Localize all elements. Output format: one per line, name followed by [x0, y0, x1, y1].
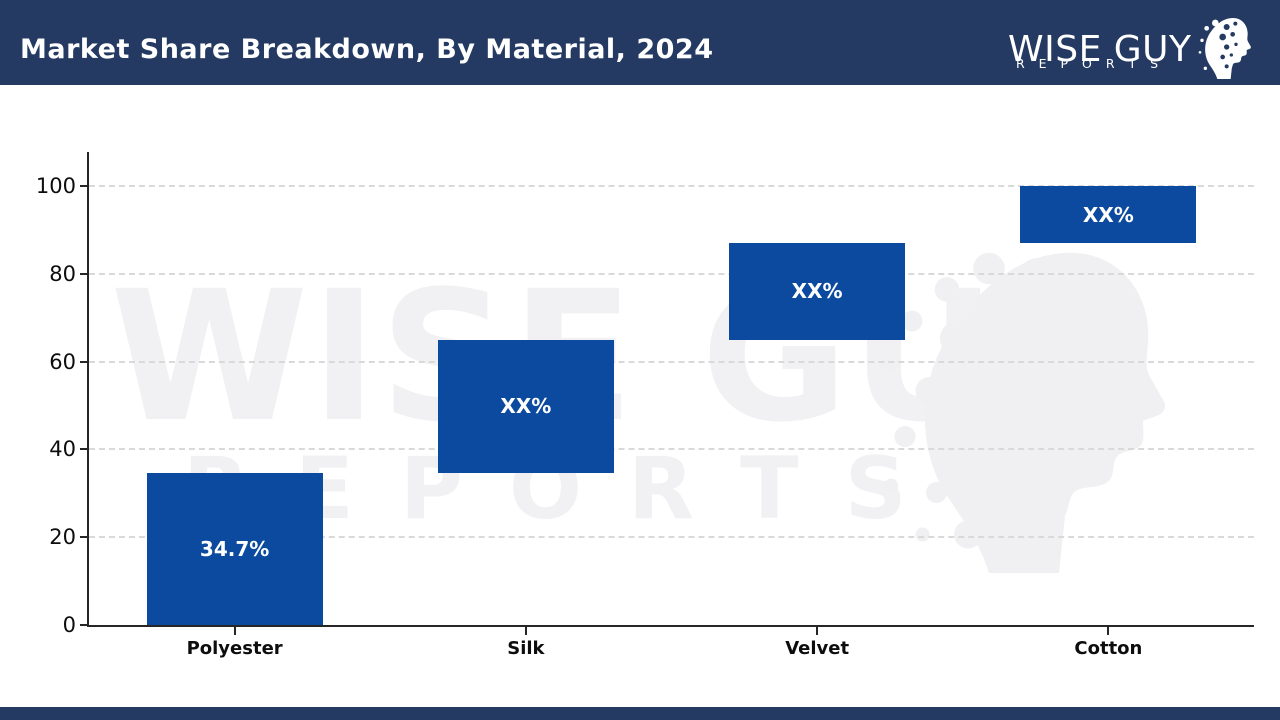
- footer-bar: [0, 707, 1280, 720]
- x-axis-line: [87, 625, 1254, 627]
- gridline-80: [89, 272, 1254, 275]
- wiseguy-logo: WISE GUY: [1008, 4, 1268, 84]
- category-label-cotton: Cotton: [1074, 638, 1143, 659]
- bar-value-label: XX%: [500, 394, 552, 419]
- header-bar: Market Share Breakdown, By Material, 202…: [0, 0, 1280, 85]
- y-tick-label-100: 100: [35, 174, 76, 198]
- x-tick-polyester: [233, 627, 236, 635]
- y-tick-60: [80, 360, 89, 363]
- y-tick-label-40: 40: [49, 437, 76, 462]
- logo-wordmark: WISE GUY: [1008, 29, 1192, 70]
- y-tick-100: [80, 185, 89, 187]
- gridline-40: [89, 448, 1254, 451]
- bar-polyester: 34.7%: [146, 472, 323, 625]
- chart-title: Market Share Breakdown, By Material, 202…: [20, 34, 714, 65]
- bar-silk: XX%: [437, 339, 614, 473]
- x-tick-cotton: [1107, 627, 1110, 635]
- logo-subtext: R E P O R T S: [1016, 56, 1164, 71]
- gridline-100: [89, 185, 1254, 187]
- bar-velvet: XX%: [729, 243, 906, 340]
- bar-cotton: XX%: [1020, 186, 1197, 244]
- bar-value-label: XX%: [791, 279, 843, 304]
- gridline-60: [89, 360, 1254, 363]
- y-tick-label-20: 20: [49, 525, 76, 550]
- category-label-velvet: Velvet: [785, 638, 850, 659]
- y-tick-20: [80, 536, 89, 539]
- y-tick-0: [80, 624, 89, 626]
- y-axis-line: [87, 152, 89, 627]
- y-tick-80: [80, 272, 89, 275]
- category-label-polyester: Polyester: [186, 638, 283, 659]
- x-tick-silk: [524, 627, 527, 635]
- y-tick-label-0: 0: [62, 613, 76, 637]
- watermark-head-icon: [878, 252, 1165, 573]
- x-tick-velvet: [816, 627, 819, 635]
- wiseguy-head-icon: [1198, 18, 1251, 79]
- y-tick-40: [80, 448, 89, 451]
- category-label-silk: Silk: [507, 638, 545, 659]
- y-tick-label-60: 60: [49, 349, 76, 374]
- bar-value-label: 34.7%: [199, 536, 270, 561]
- gridline-20: [89, 536, 1254, 539]
- y-tick-label-80: 80: [49, 261, 76, 286]
- bar-value-label: XX%: [1082, 202, 1134, 227]
